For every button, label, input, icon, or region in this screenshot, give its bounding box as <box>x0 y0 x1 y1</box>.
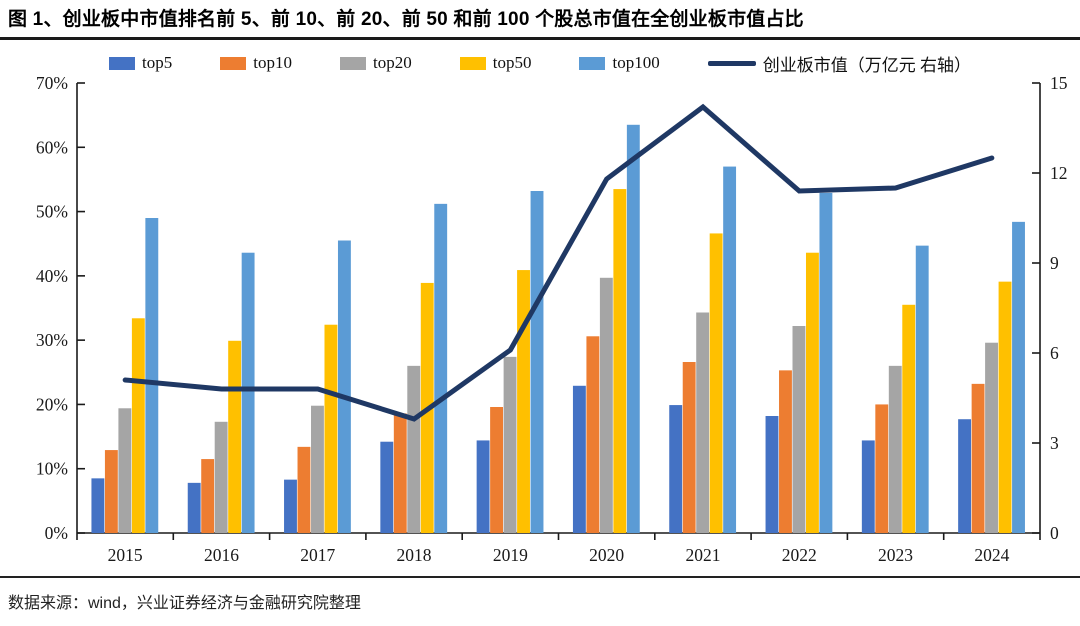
bar-top10-2016 <box>201 459 215 533</box>
right-axis-label: 6 <box>1050 343 1059 363</box>
legend-label: top100 <box>612 53 660 72</box>
right-axis-label: 12 <box>1050 163 1068 183</box>
line-gem-market-cap <box>122 103 995 422</box>
bar-top100-2023 <box>915 245 929 533</box>
bar-top50-2022 <box>805 252 819 533</box>
legend-swatch-icon <box>109 56 136 70</box>
left-axis-label: 60% <box>36 137 68 157</box>
legend-label: top50 <box>492 53 532 72</box>
left-axis-label: 0% <box>45 523 68 543</box>
figure-title: 图 1、创业板中市值排名前 5、前 10、前 20、前 50 和前 100 个股… <box>8 9 804 30</box>
bar-top50-2016 <box>228 340 242 533</box>
bar-top100-2022 <box>819 192 833 533</box>
bar-top5-2021 <box>669 405 683 533</box>
legend-line-marker-icon <box>707 60 756 66</box>
bar-top5-2016 <box>187 482 201 533</box>
bar-top20-2019 <box>503 356 517 533</box>
x-axis-year-label: 2021 <box>685 545 720 565</box>
bar-top20-2018 <box>407 365 421 533</box>
legend-swatch-icon <box>340 56 366 70</box>
bar-top100-2019 <box>530 191 544 533</box>
x-axis-year-label: 2019 <box>493 545 528 565</box>
x-axis-year-label: 2024 <box>974 545 1009 565</box>
source-note: 数据来源：wind，兴业证券经济与金融研究院整理 <box>8 595 361 612</box>
left-axis-label: 70% <box>36 73 68 93</box>
legend-swatch-icon <box>220 56 247 70</box>
bar-top5-2024 <box>958 419 972 533</box>
legend-label: top10 <box>253 53 292 72</box>
figure: 图 1、创业板中市值排名前 5、前 10、前 20、前 50 和前 100 个股… <box>0 8 1080 613</box>
x-axis-year-label: 2023 <box>878 545 913 565</box>
x-axis-year-label: 2022 <box>782 545 817 565</box>
left-axis-label: 50% <box>36 202 68 222</box>
bar-top10-2021 <box>682 362 696 533</box>
bar-top50-2021 <box>709 233 723 533</box>
bar-top20-2021 <box>696 312 710 533</box>
legend-item-top50: top50 <box>459 53 532 73</box>
left-axis-label: 10% <box>36 459 68 479</box>
right-axis-label: 3 <box>1050 433 1059 453</box>
left-axis-label: 30% <box>36 330 68 350</box>
legend-label: top20 <box>373 53 412 72</box>
bar-top10-2022 <box>779 370 792 533</box>
legend-swatch-icon <box>459 56 486 70</box>
bar-top50-2019 <box>517 270 530 533</box>
bar-top10-2015 <box>104 450 118 533</box>
bar-top5-2020 <box>572 385 586 533</box>
right-axis-label: 15 <box>1050 73 1068 93</box>
title-rule <box>0 37 1080 40</box>
legend-item-gem-market-cap: 创业板市值（万亿元 右轴） <box>707 51 971 76</box>
bar-top5-2023 <box>861 440 875 533</box>
chart-canvas: 0% 10% 20% 30% 40% 50% 60% 70% 0 3 6 9 12 15 2015 2016 2… <box>36 73 1068 565</box>
right-axis-label: 9 <box>1050 253 1059 273</box>
legend-item-top10: top10 <box>220 53 292 73</box>
left-axis-label: 40% <box>36 266 68 286</box>
bar-top10-2018 <box>393 413 407 533</box>
bar-top20-2016 <box>214 421 228 533</box>
bar-top20-2017 <box>311 405 324 533</box>
legend-swatch-icon <box>579 56 606 70</box>
bar-top5-2019 <box>476 440 490 533</box>
legend-label: top5 <box>142 53 173 72</box>
left-axis-label: 20% <box>36 394 68 414</box>
right-axis-label: 0 <box>1050 523 1059 543</box>
bar-top20-2023 <box>888 365 902 533</box>
bar-top5-2018 <box>380 441 394 533</box>
bar-top100-2020 <box>626 124 640 534</box>
legend-label: 创业板市值（万亿元 右轴） <box>762 55 971 75</box>
bar-top5-2022 <box>765 416 779 533</box>
legend-item-top5: top5 <box>109 53 172 73</box>
x-axis-year-label: 2017 <box>300 545 335 565</box>
chart-legend: top5 top10 top20 top50 top100 创业板市值（万亿元 右轴） <box>30 51 1050 76</box>
bar-top20-2015 <box>118 408 132 533</box>
bar-top20-2024 <box>985 342 998 533</box>
bar-top10-2019 <box>490 407 504 533</box>
source-rule <box>0 576 1080 578</box>
x-axis-year-label: 2015 <box>108 545 143 565</box>
bar-top100-2016 <box>241 252 255 533</box>
bar-top50-2015 <box>131 318 145 533</box>
bar-top10-2024 <box>971 383 985 533</box>
bar-top10-2023 <box>875 404 889 533</box>
legend-item-top20: top20 <box>340 53 412 73</box>
bar-top5-2017 <box>284 479 297 533</box>
x-axis-year-label: 2020 <box>589 545 624 565</box>
bar-top10-2020 <box>586 336 600 533</box>
bar-top50-2023 <box>902 304 916 533</box>
bar-top100-2015 <box>145 218 159 533</box>
legend-item-top100: top100 <box>579 53 660 73</box>
bar-top10-2017 <box>297 446 311 533</box>
bar-top20-2020 <box>599 277 613 533</box>
x-axis-year-label: 2016 <box>204 545 239 565</box>
bar-top100-2018 <box>434 203 448 533</box>
bar-top100-2021 <box>723 166 737 534</box>
bar-top50-2017 <box>324 324 338 533</box>
x-axis-year-label: 2018 <box>397 545 432 565</box>
bar-top5-2015 <box>91 478 105 533</box>
bar-top100-2017 <box>337 240 351 533</box>
bar-top50-2020 <box>613 189 627 534</box>
bar-top100-2024 <box>1012 221 1025 533</box>
bar-top50-2024 <box>998 281 1012 533</box>
bar-top20-2022 <box>792 326 806 533</box>
